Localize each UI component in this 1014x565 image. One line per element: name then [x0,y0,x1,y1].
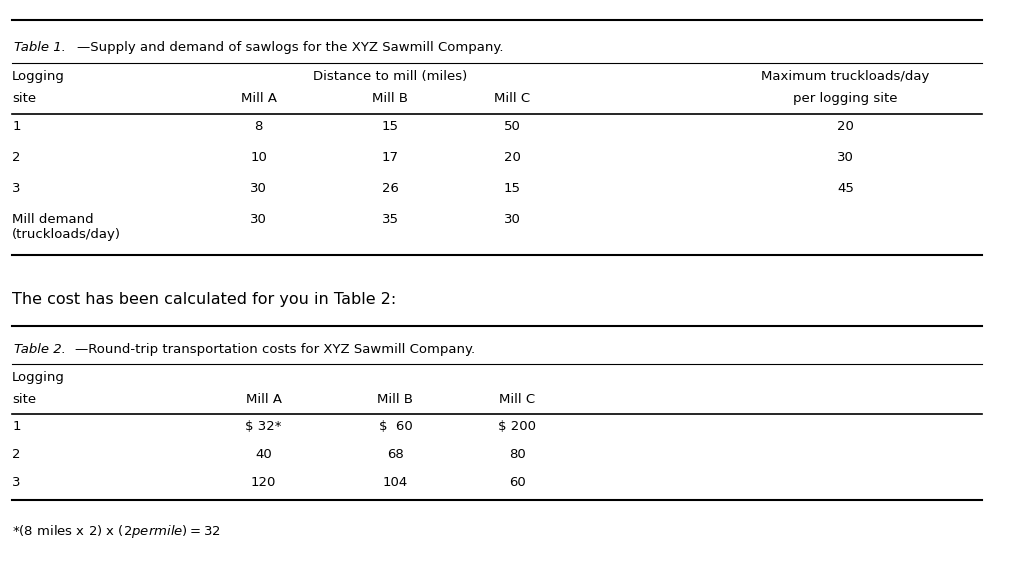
Text: Mill demand
(truckloads/day): Mill demand (truckloads/day) [12,213,121,241]
Text: Logging: Logging [12,70,65,83]
Text: 80: 80 [509,448,525,461]
Text: Maximum truckloads/day: Maximum truckloads/day [762,70,930,83]
Text: 2: 2 [12,151,20,164]
Text: 1: 1 [12,420,20,433]
Text: *(8 miles x 2) x ($2 per mile) = $32: *(8 miles x 2) x ($2 per mile) = $32 [12,523,221,540]
Text: 30: 30 [250,182,267,195]
Text: Logging: Logging [12,371,65,384]
Text: 26: 26 [382,182,399,195]
Text: 35: 35 [382,213,399,226]
Text: site: site [12,92,37,105]
Text: 15: 15 [504,182,520,195]
Text: 30: 30 [838,151,854,164]
Text: 2: 2 [12,448,20,461]
Text: 45: 45 [838,182,854,195]
Text: 20: 20 [838,120,854,133]
Text: 3: 3 [12,476,20,489]
Text: Mill C: Mill C [494,92,530,105]
Text: 30: 30 [250,213,267,226]
Text: per logging site: per logging site [793,92,898,105]
Text: 15: 15 [382,120,399,133]
Text: 60: 60 [509,476,525,489]
Text: —Round-trip transportation costs for XYZ Sawmill Company.: —Round-trip transportation costs for XYZ… [75,343,476,356]
Text: 120: 120 [250,476,277,489]
Text: Table 2.: Table 2. [14,343,66,356]
Text: 17: 17 [382,151,399,164]
Text: 68: 68 [387,448,404,461]
Text: 30: 30 [504,213,520,226]
Text: 3: 3 [12,182,20,195]
Text: Mill B: Mill B [372,92,409,105]
Text: 1: 1 [12,120,20,133]
Text: 10: 10 [250,151,267,164]
Text: 104: 104 [383,476,408,489]
Text: site: site [12,393,37,406]
Text: 40: 40 [256,448,272,461]
Text: Table 1.: Table 1. [14,41,66,54]
Text: $ 32*: $ 32* [245,420,282,433]
Text: Mill C: Mill C [499,393,535,406]
Text: Mill A: Mill A [240,92,277,105]
Text: Distance to mill (miles): Distance to mill (miles) [313,70,467,83]
Text: —Supply and demand of sawlogs for the XYZ Sawmill Company.: —Supply and demand of sawlogs for the XY… [77,41,504,54]
Text: 8: 8 [255,120,263,133]
Text: $  60: $ 60 [378,420,413,433]
Text: Mill A: Mill A [245,393,282,406]
Text: The cost has been calculated for you in Table 2:: The cost has been calculated for you in … [12,292,396,307]
Text: 50: 50 [504,120,520,133]
Text: $ 200: $ 200 [498,420,536,433]
Text: 20: 20 [504,151,520,164]
Text: Mill B: Mill B [377,393,414,406]
